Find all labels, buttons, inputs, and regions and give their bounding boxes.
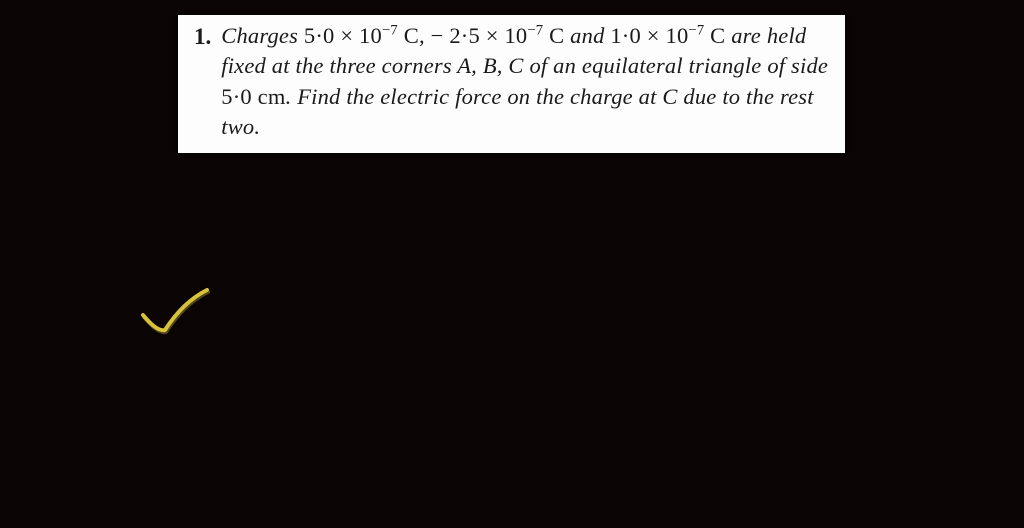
problem-number: 1. bbox=[194, 21, 211, 52]
problem-text: Charges 5·0 × 10−7 C, − 2·5 × 10−7 C and… bbox=[221, 21, 829, 143]
checkmark-icon bbox=[135, 280, 215, 345]
problem-box: 1. Charges 5·0 × 10−7 C, − 2·5 × 10−7 C … bbox=[178, 15, 845, 153]
page-root: 1. Charges 5·0 × 10−7 C, − 2·5 × 10−7 C … bbox=[0, 0, 1024, 528]
problem-row: 1. Charges 5·0 × 10−7 C, − 2·5 × 10−7 C … bbox=[194, 21, 829, 143]
